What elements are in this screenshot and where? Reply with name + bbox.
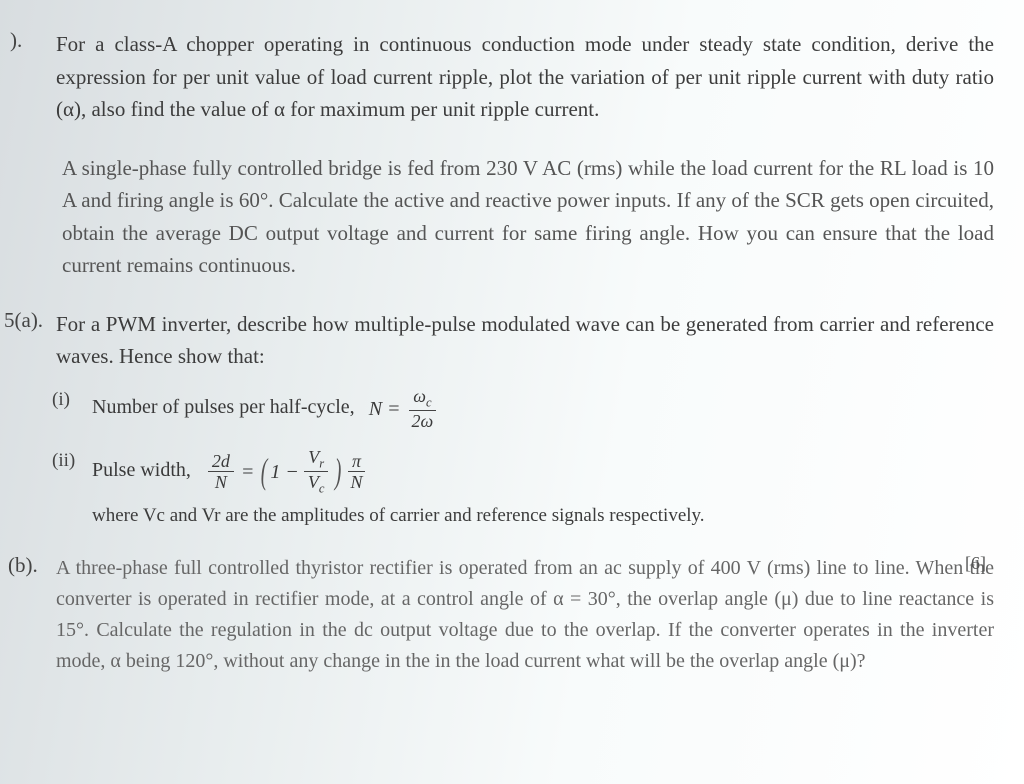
q5a-sub-ii: (ii) Pulse width, 2d N = ( 1 − Vr Vc ) [92, 448, 994, 495]
q5b-marks: [6] [965, 553, 986, 574]
q5b-body: A three-phase full controlled thyristor … [56, 553, 994, 677]
q5a-sub-i: (i) Number of pulses per half-cycle, N =… [92, 387, 994, 430]
q3-body: For a class-A chopper operating in conti… [56, 28, 994, 126]
question-5a: 5(a). For a PWM inverter, describe how m… [56, 308, 994, 528]
frac-pi-N: π N [347, 452, 367, 491]
paren-group: ( 1 − Vr Vc ) [258, 448, 343, 495]
sub-ii-leading: Pulse width, [92, 459, 191, 481]
frac-omega: ωc 2ω [408, 387, 438, 430]
question-4: A single-phase fully controlled bridge i… [62, 152, 994, 282]
close-paren-icon: ) [334, 457, 341, 486]
f3-num: π [348, 452, 365, 472]
frac-den: 2ω [408, 411, 438, 430]
q5a-number: 5(a). [4, 308, 43, 333]
question-5b: (b). [6] A three-phase full controlled t… [56, 553, 994, 677]
q5a-where: where Vc and Vr are the amplitudes of ca… [92, 505, 994, 527]
frac-2d-N: 2d N [208, 452, 234, 491]
paren-lead: 1 − [270, 457, 299, 487]
q4-body: A single-phase fully controlled bridge i… [62, 152, 994, 282]
f1-den: N [211, 472, 231, 491]
frac-Vr-Vc: Vr Vc [304, 448, 329, 495]
question-3: ). For a class-A chopper operating in co… [56, 28, 994, 126]
eq-left: N = [369, 394, 401, 424]
sub-i-text: Number of pulses per half-cycle, N = ωc … [92, 396, 444, 418]
open-paren-icon: ( [261, 457, 268, 486]
formula-pulsewidth: 2d N = ( 1 − Vr Vc ) π N [205, 448, 370, 495]
f3-den: N [347, 472, 367, 491]
f2-num: Vr [304, 448, 328, 472]
q3-number: ). [10, 28, 22, 53]
formula-N: N = ωc 2ω [369, 387, 441, 430]
q5b-number: (b). [8, 553, 38, 578]
sub-ii-label: (ii) [52, 450, 75, 472]
q5a-body: For a PWM inverter, describe how multipl… [56, 308, 994, 373]
sub-i-label: (i) [52, 389, 70, 411]
sub-ii-text: Pulse width, 2d N = ( 1 − Vr Vc ) [92, 459, 374, 481]
sub-i-leading: Number of pulses per half-cycle, [92, 396, 355, 418]
f2-den: Vc [304, 472, 329, 495]
f1-num: 2d [208, 452, 234, 472]
eq-sign: = [241, 457, 255, 487]
frac-num: ωc [409, 387, 435, 411]
